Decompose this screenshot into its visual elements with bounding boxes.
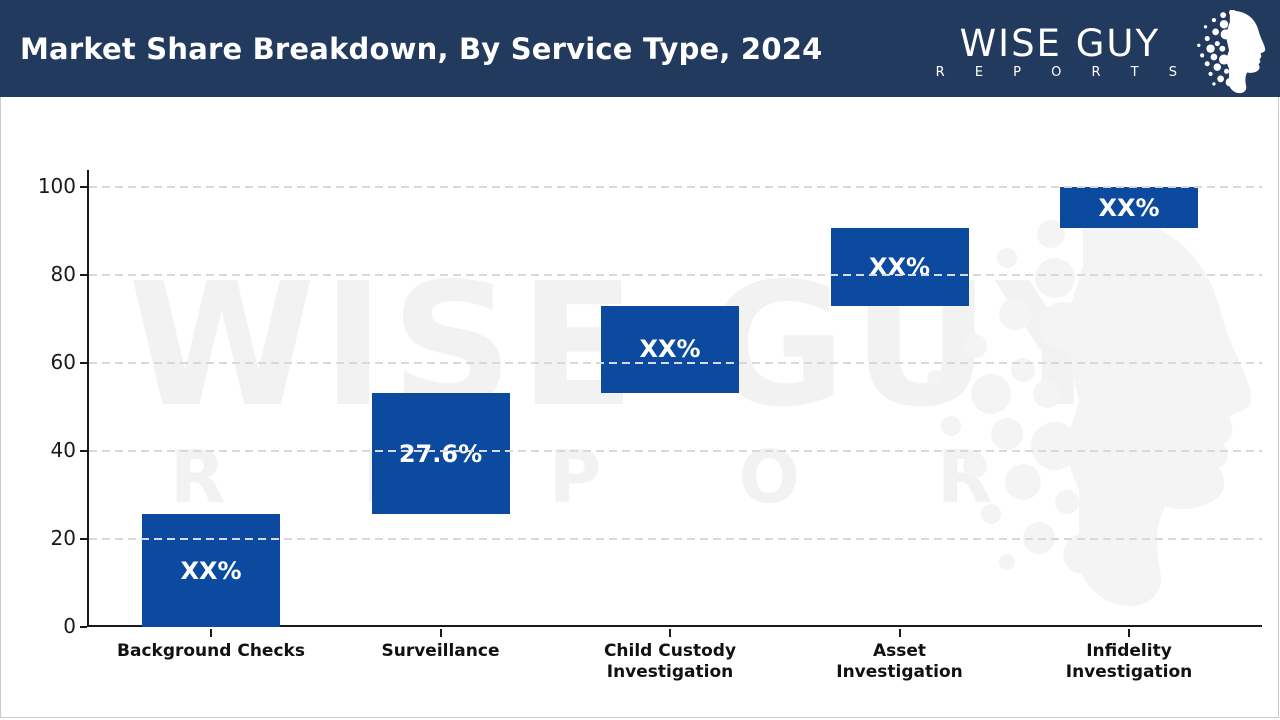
bar-surveillance[interactable]: 27.6% [371,393,510,515]
logo-wordmark: WISE GUY [959,22,1161,65]
x-axis-category-label-infidelity-investigation: Infidelity Investigation [1065,641,1193,682]
y-axis-tick-mark-0 [80,626,87,628]
x-axis-tick-mark-background-checks [210,629,212,637]
gridline-20 [89,538,1262,541]
x-axis-category-label-background-checks: Background Checks [117,641,305,661]
y-axis-tick-mark-40 [80,450,87,453]
bar-value-label-surveillance: 27.6% [398,439,483,468]
y-axis-tick-mark-20 [80,538,87,541]
x-axis-tick-mark-surveillance [439,629,442,637]
gridline-60 [89,362,1262,365]
bar-value-label-child-custody-investigation: XX% [639,335,701,364]
y-axis-tick-label-100: 100 [37,174,76,199]
gridline-40 [89,450,1262,453]
gridline-80 [89,274,1262,277]
logo-text: WISE GUY R E P O R T S [930,22,1190,81]
wise-guy-reports-logo: WISE GUY R E P O R T S [930,10,1272,94]
bar-infidelity-investigation[interactable]: XX% [1060,187,1198,229]
y-axis-tick-label-80: 80 [50,262,76,287]
x-axis-category-label-asset-investigation: Asset Investigation [836,641,963,682]
bar-value-label-asset-investigation: XX% [868,253,931,282]
y-axis-tick-mark-100 [80,186,87,189]
y-axis-tick-mark-80 [80,274,87,277]
plot-area [87,170,1262,627]
bar-child-custody-investigation[interactable]: XX% [601,305,739,393]
y-axis-tick-mark-60 [80,362,87,365]
bar-asset-investigation[interactable]: XX% [830,228,969,306]
y-axis-tick-label-60: 60 [50,350,76,375]
bar-value-label-infidelity-investigation: XX% [1098,193,1160,222]
bar-background-checks[interactable]: XX% [142,514,280,627]
x-axis-category-label-child-custody-investigation: Child Custody Investigation [603,641,737,682]
y-axis-tick-label-0: 0 [63,614,76,638]
dotted-head-logo-icon [1176,10,1272,94]
header-bar: Market Share Breakdown, By Service Type,… [0,0,1280,97]
gridline-100 [89,186,1262,189]
x-axis-category-label-surveillance: Surveillance [381,641,500,661]
x-axis-tick-mark-child-custody-investigation [669,629,671,637]
x-axis-tick-mark-infidelity-investigation [1128,629,1130,637]
y-axis-tick-label-40: 40 [50,438,76,463]
y-axis-tick-label-20: 20 [50,526,76,551]
bar-value-label-background-checks: XX% [180,556,242,585]
logo-subtitle: R E P O R T S [935,65,1190,80]
chart-canvas: WISE GUY R E P O R T S 020406080100XX%Ba… [0,97,1280,720]
chart-title: Market Share Breakdown, By Service Type,… [20,31,823,66]
x-axis-tick-mark-asset-investigation [898,629,901,637]
